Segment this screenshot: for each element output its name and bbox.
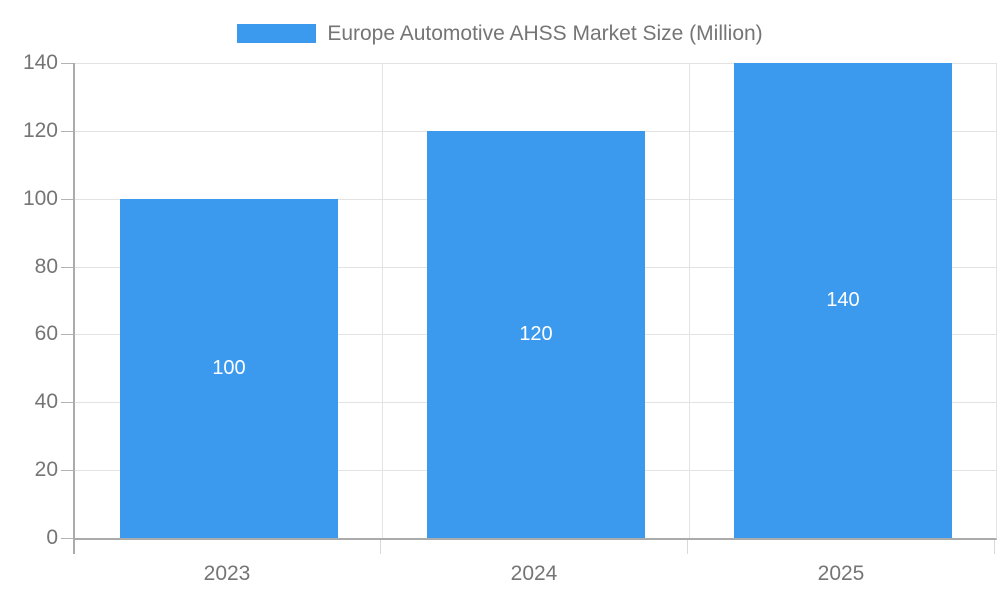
y-tick-label-20: 20 — [34, 458, 58, 481]
bar-2023[interactable]: 100 — [120, 198, 338, 538]
bar-2024[interactable]: 120 — [427, 130, 645, 538]
x-tick-1 — [380, 540, 381, 554]
y-tick-label-120: 120 — [22, 119, 58, 142]
bar-value-label-2023: 100 — [212, 356, 246, 379]
y-tick-120 — [61, 131, 73, 132]
y-tick-label-60: 60 — [34, 322, 58, 345]
x-tick-3 — [994, 540, 995, 554]
y-tick-100 — [61, 199, 73, 200]
x-tick-0 — [73, 540, 75, 554]
y-axis: 0 20 40 60 80 100 120 140 — [0, 0, 58, 600]
y-tick-140 — [61, 63, 73, 64]
gridline-y-140 — [75, 63, 996, 64]
y-tick-0 — [61, 538, 73, 539]
y-tick-label-140: 140 — [22, 51, 58, 74]
x-axis: 2023 2024 2025 — [0, 560, 1000, 590]
bar-value-label-2025: 140 — [826, 289, 860, 311]
gridline-x-2 — [689, 63, 690, 538]
y-tick-label-40: 40 — [34, 390, 58, 413]
x-tick-2 — [687, 540, 688, 554]
x-tick-label-2025: 2025 — [817, 562, 865, 585]
y-tick-20 — [61, 470, 73, 471]
bar-value-label-2024: 120 — [519, 322, 553, 345]
bar-2025[interactable]: 140 — [734, 63, 952, 538]
x-tick-label-2023: 2023 — [203, 562, 251, 585]
legend[interactable]: Europe Automotive AHSS Market Size (Mill… — [0, 22, 1000, 45]
plot-area: 100 120 140 — [73, 63, 997, 540]
y-tick-label-0: 0 — [46, 526, 58, 549]
y-tick-label-80: 80 — [34, 255, 58, 278]
x-tick-label-2024: 2024 — [510, 562, 558, 585]
y-tick-label-100: 100 — [22, 187, 58, 210]
legend-swatch-icon — [237, 24, 317, 43]
gridline-x-1 — [382, 63, 383, 538]
legend-label: Europe Automotive AHSS Market Size (Mill… — [327, 22, 763, 45]
y-tick-60 — [61, 334, 73, 335]
y-tick-80 — [61, 267, 73, 268]
y-tick-40 — [61, 402, 73, 403]
